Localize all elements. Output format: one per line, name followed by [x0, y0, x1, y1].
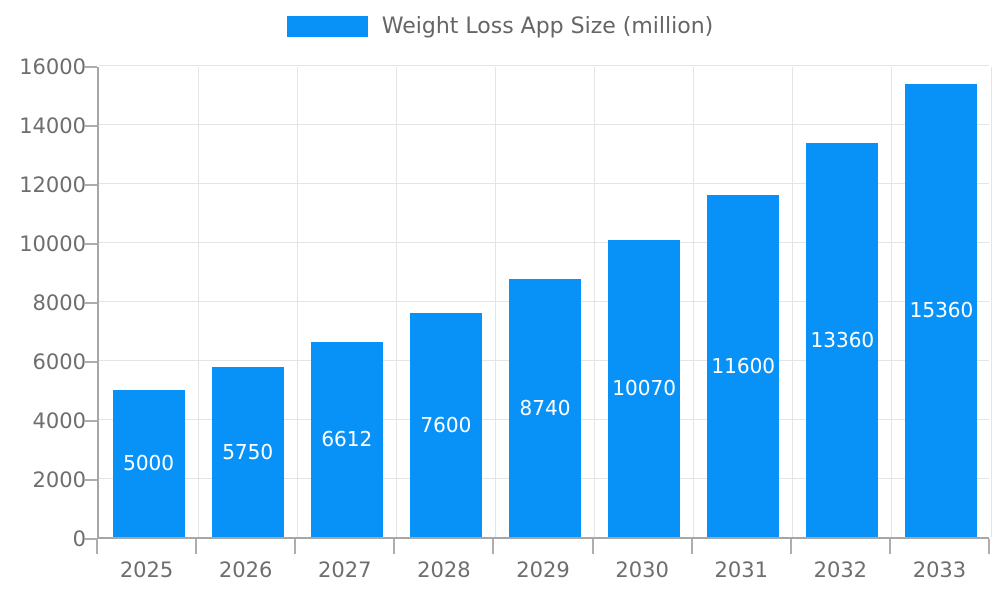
x-tick-label: 2030 — [615, 558, 669, 582]
bar-2031: 11600 — [707, 194, 780, 537]
bar-value-label: 15360 — [909, 298, 974, 323]
y-tick-label: 4000 — [32, 409, 86, 433]
bar-2032: 13360 — [806, 142, 879, 537]
x-tick-label: 2025 — [119, 558, 174, 582]
bar-value-label: 5000 — [123, 451, 174, 476]
x-tick-mark — [690, 539, 693, 554]
v-gridline — [494, 67, 496, 537]
bar-value-label: 11600 — [711, 353, 776, 378]
h-gridline — [99, 182, 989, 184]
y-tick-label: 10000 — [19, 232, 86, 256]
bar-2027: 6612 — [310, 341, 383, 537]
x-tick-mark — [195, 539, 198, 554]
x-tick-label: 2031 — [714, 558, 768, 582]
bar-value-label: 8740 — [519, 396, 571, 421]
x-tick-mark — [294, 539, 297, 554]
y-tick-mark — [84, 184, 97, 186]
x-tick-label: 2033 — [912, 558, 967, 582]
legend-item[interactable]: Weight Loss App Size (million) — [286, 14, 714, 39]
v-gridline — [693, 67, 695, 537]
y-tick-label: 12000 — [19, 173, 86, 197]
v-gridline — [296, 67, 298, 537]
bar-2033: 15360 — [905, 83, 978, 537]
y-tick-label: 6000 — [32, 350, 86, 374]
y-tick-mark — [84, 125, 97, 127]
bar-2028: 7600 — [409, 312, 482, 537]
x-tick-label: 2029 — [516, 558, 570, 582]
bar-2029: 8740 — [509, 279, 581, 537]
v-gridline — [990, 67, 992, 537]
bar-2026: 5750 — [211, 367, 284, 537]
y-tick-label: 16000 — [19, 55, 86, 79]
x-tick-mark — [591, 539, 594, 554]
bar-value-label: 13360 — [810, 327, 875, 352]
v-gridline — [792, 67, 794, 537]
x-tick-label: 2026 — [218, 558, 273, 582]
y-tick-mark — [84, 361, 97, 363]
x-tick-label: 2028 — [417, 558, 471, 582]
y-tick-label: 8000 — [32, 291, 86, 315]
x-tick-mark — [988, 539, 990, 554]
chart-legend: Weight Loss App Size (million) — [0, 14, 1000, 39]
bar-2025: 5000 — [112, 389, 185, 537]
x-tick-mark — [393, 539, 396, 554]
bar-value-label: 10070 — [612, 376, 676, 401]
x-tick-mark — [96, 539, 98, 554]
h-gridline — [99, 123, 989, 125]
v-gridline — [197, 67, 199, 537]
y-tick-label: 0 — [72, 527, 86, 551]
h-gridline — [99, 64, 989, 66]
y-tick-label: 2000 — [32, 468, 86, 492]
bar-value-label: 6612 — [321, 427, 373, 452]
y-tick-mark — [84, 479, 97, 481]
v-gridline — [891, 67, 893, 537]
bar-value-label: 7600 — [420, 412, 472, 437]
x-tick-label: 2032 — [813, 558, 868, 582]
y-tick-mark — [84, 66, 97, 68]
bar-value-label: 5750 — [222, 440, 274, 465]
x-tick-mark — [789, 539, 792, 554]
y-tick-label: 14000 — [19, 114, 86, 138]
x-tick-label: 2027 — [318, 558, 372, 582]
y-tick-mark — [84, 420, 97, 422]
legend-swatch-icon — [286, 16, 368, 37]
y-tick-mark — [84, 538, 97, 540]
x-tick-mark — [492, 539, 495, 554]
bar-2030: 10070 — [608, 239, 681, 537]
y-tick-mark — [84, 302, 97, 304]
h-gridline — [99, 241, 989, 243]
v-gridline — [594, 67, 596, 537]
v-gridline — [395, 67, 397, 537]
y-tick-mark — [84, 243, 97, 245]
plot-area: 5000 5750 6612 7600 8740 10070 11600 13360 15360 — [97, 64, 992, 539]
x-tick-mark — [888, 539, 891, 554]
legend-label: Weight Loss App Size (million) — [381, 14, 714, 39]
